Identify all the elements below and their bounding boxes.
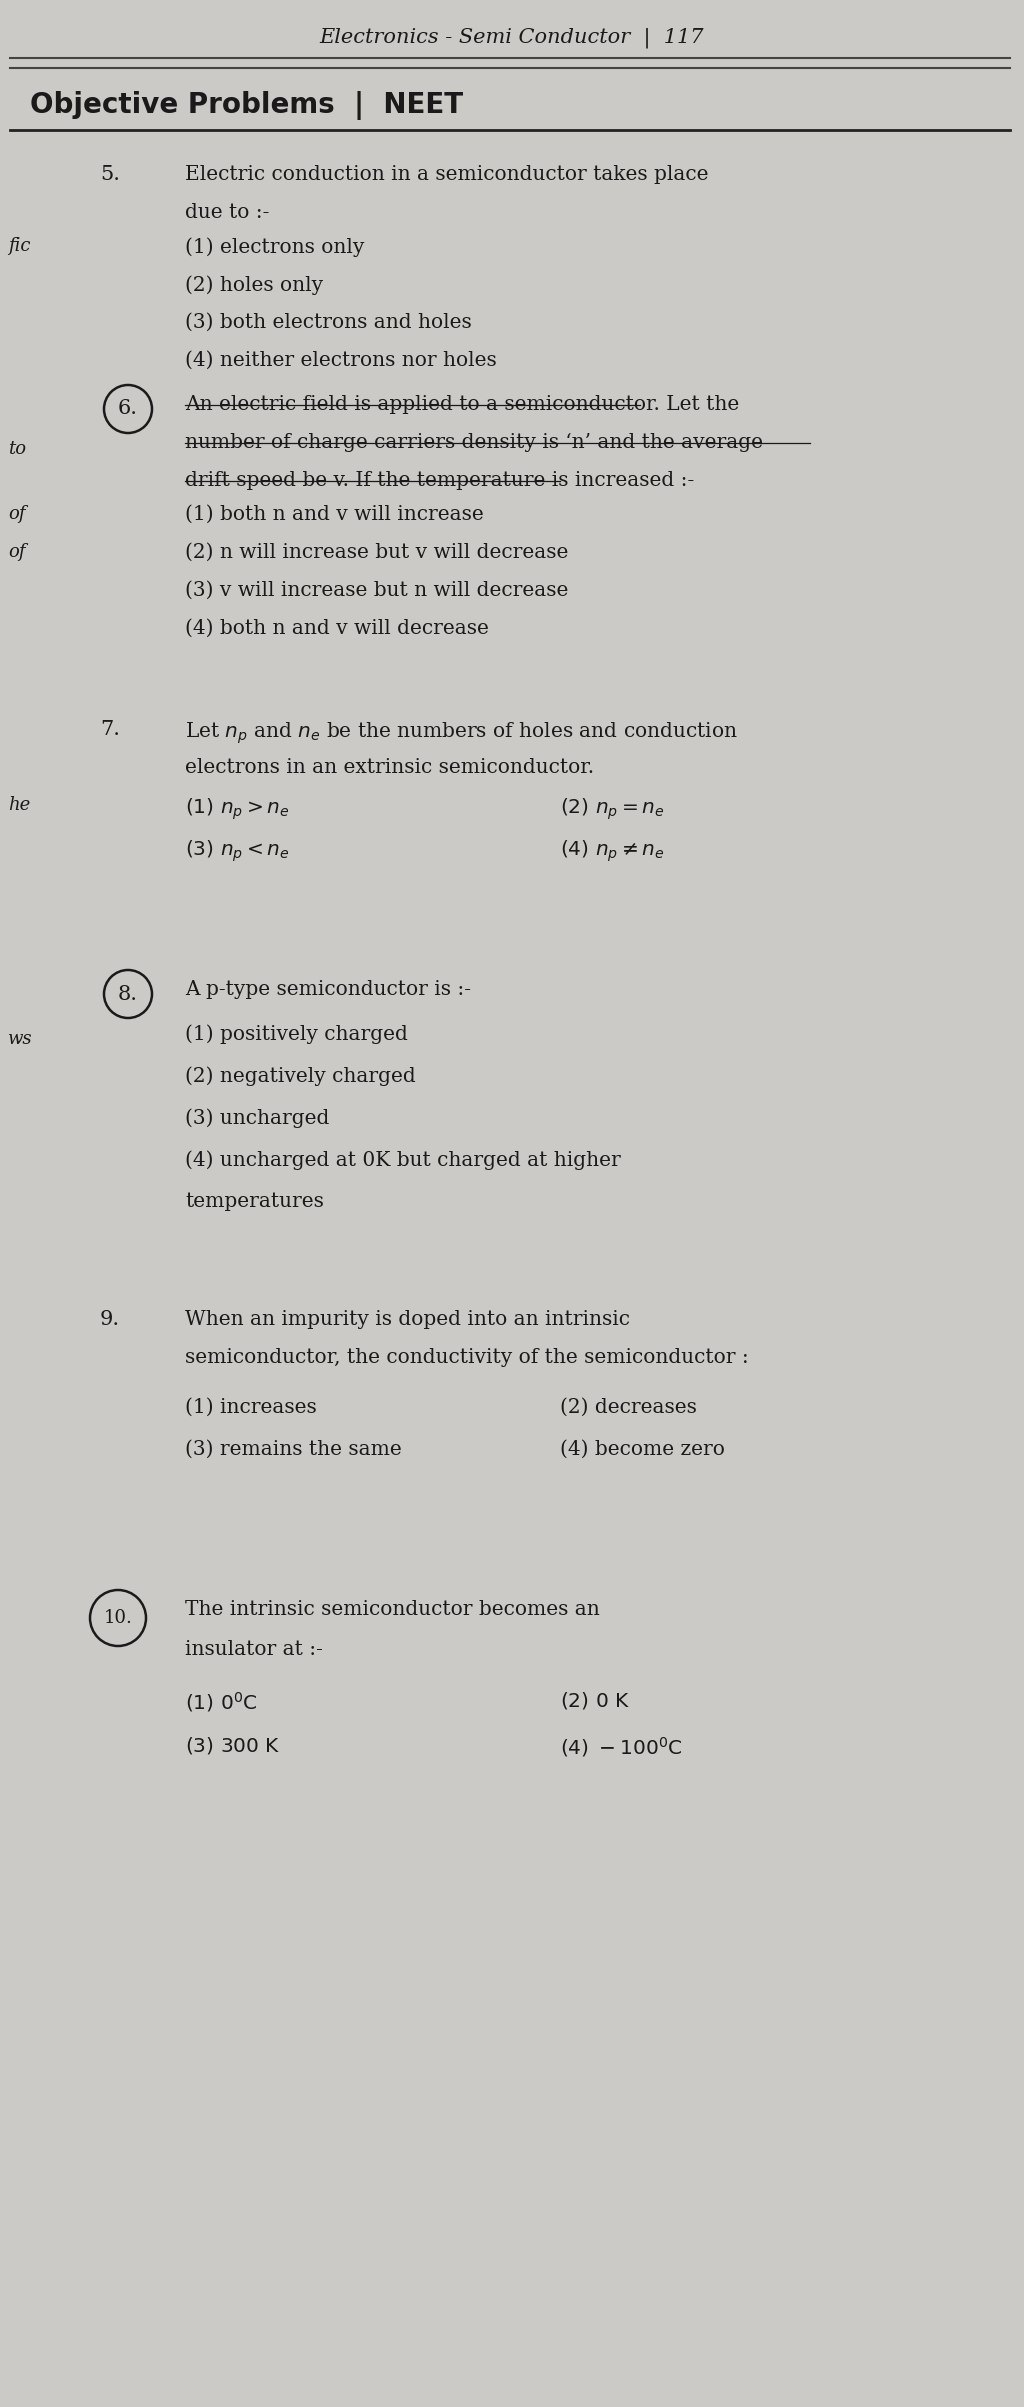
Text: he: he [8,797,31,814]
Text: (3) remains the same: (3) remains the same [185,1439,401,1459]
Text: $(1)\ n_p > n_e$: $(1)\ n_p > n_e$ [185,797,290,821]
Text: drift speed be v. If the temperature is increased :-: drift speed be v. If the temperature is … [185,472,694,491]
Text: 9.: 9. [100,1309,120,1329]
Text: (1) increases: (1) increases [185,1398,316,1418]
Text: An electric field is applied to a semiconductor. Let the: An electric field is applied to a semico… [185,395,739,414]
Text: (3) uncharged: (3) uncharged [185,1107,330,1126]
Text: Electric conduction in a semiconductor takes place: Electric conduction in a semiconductor t… [185,166,709,183]
Text: $(1)\ 0^{0}$C: $(1)\ 0^{0}$C [185,1690,257,1714]
Text: Let $n_p$ and $n_e$ be the numbers of holes and conduction: Let $n_p$ and $n_e$ be the numbers of ho… [185,720,737,746]
Text: of: of [8,505,26,522]
Text: A p-type semiconductor is :-: A p-type semiconductor is :- [185,980,471,999]
Text: $(3)\ 300$ K: $(3)\ 300$ K [185,1735,281,1757]
Text: to: to [8,440,27,457]
Text: (3) both electrons and holes: (3) both electrons and holes [185,313,472,332]
Text: (1) electrons only: (1) electrons only [185,236,365,258]
Text: (4) become zero: (4) become zero [560,1439,725,1459]
Text: (2) holes only: (2) holes only [185,274,324,294]
Text: ws: ws [8,1030,33,1047]
Text: fic: fic [8,236,31,255]
Text: (2) decreases: (2) decreases [560,1398,697,1418]
Text: $(2)\ n_p = n_e$: $(2)\ n_p = n_e$ [560,797,665,821]
Text: Objective Problems  |  NEET: Objective Problems | NEET [30,91,463,120]
Text: $(4)\ -100^{0}$C: $(4)\ -100^{0}$C [560,1735,683,1760]
Text: electrons in an extrinsic semiconductor.: electrons in an extrinsic semiconductor. [185,758,594,777]
Text: 8.: 8. [118,984,138,1004]
Text: (1) positively charged: (1) positively charged [185,1023,408,1045]
Text: (2) n will increase but v will decrease: (2) n will increase but v will decrease [185,544,568,561]
Text: (4) uncharged at 0K but charged at higher: (4) uncharged at 0K but charged at highe… [185,1151,621,1170]
Text: semiconductor, the conductivity of the semiconductor :: semiconductor, the conductivity of the s… [185,1348,749,1367]
Text: number of charge carriers density is ‘n’ and the average: number of charge carriers density is ‘n’… [185,433,763,453]
Text: When an impurity is doped into an intrinsic: When an impurity is doped into an intrin… [185,1309,630,1329]
Text: (2) negatively charged: (2) negatively charged [185,1066,416,1086]
Text: $(4)\ n_p \neq n_e$: $(4)\ n_p \neq n_e$ [560,838,665,864]
Text: (1) both n and v will increase: (1) both n and v will increase [185,505,483,525]
Text: Electronics - Semi Conductor  |  117: Electronics - Semi Conductor | 117 [319,29,705,48]
Text: temperatures: temperatures [185,1191,324,1211]
Text: 6.: 6. [118,400,138,419]
Text: 7.: 7. [100,720,120,739]
Text: (4) both n and v will decrease: (4) both n and v will decrease [185,619,488,638]
Text: insulator at :-: insulator at :- [185,1639,323,1658]
Text: due to :-: due to :- [185,202,269,221]
Text: (3) v will increase but n will decrease: (3) v will increase but n will decrease [185,580,568,599]
Text: 10.: 10. [103,1608,132,1627]
Text: $(2)\ 0$ K: $(2)\ 0$ K [560,1690,630,1711]
Text: The intrinsic semiconductor becomes an: The intrinsic semiconductor becomes an [185,1601,600,1620]
Text: of: of [8,544,26,561]
Text: 5.: 5. [100,166,120,183]
Text: $(3)\ n_p < n_e$: $(3)\ n_p < n_e$ [185,838,290,864]
Text: (4) neither electrons nor holes: (4) neither electrons nor holes [185,351,497,371]
